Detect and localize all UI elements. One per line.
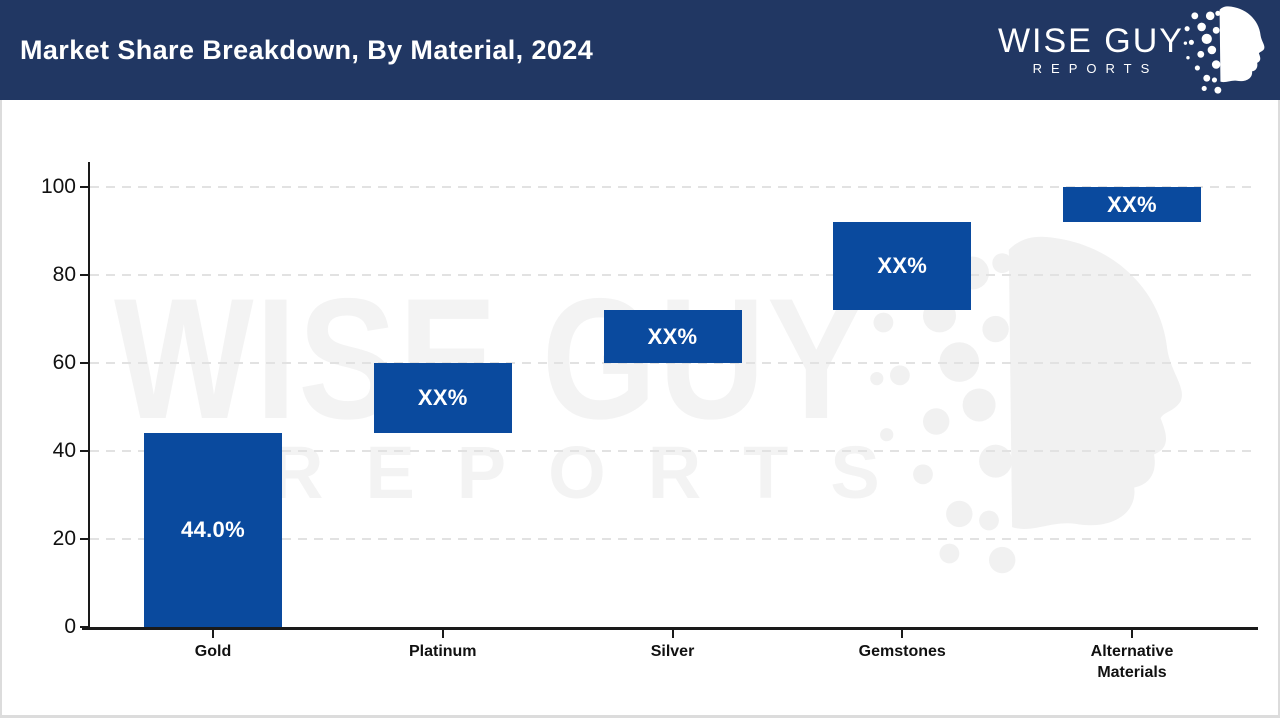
y-tick-label: 40 — [52, 439, 76, 462]
x-tick-label: Silver — [650, 643, 695, 660]
x-tick-label: Alternative Materials — [1090, 643, 1174, 681]
x-tick-label: Gemstones — [858, 643, 946, 660]
chart-card: WISE GUY REPORTS 0 20 40 60 80 100 44.0% Gold XX… — [0, 100, 1280, 718]
y-tick-mark — [80, 538, 90, 540]
logo-wordmark: WISE GUY REPORTS — [998, 24, 1184, 76]
y-tick-label: 0 — [64, 615, 76, 638]
waterfall-chart: 0 20 40 60 80 100 44.0% Gold XX% Platinum XX% Silve… — [2, 100, 1278, 715]
bar: XX% — [833, 222, 972, 311]
wiseguy-logo: WISE GUY REPORTS — [998, 3, 1266, 97]
bar: XX% — [603, 310, 742, 363]
x-axis — [82, 627, 1258, 630]
x-tick-mark — [212, 630, 214, 638]
x-tick-label: Platinum — [408, 643, 477, 660]
bar: XX% — [373, 363, 512, 434]
gridline — [90, 362, 1258, 364]
logo-subtitle-text: REPORTS — [1032, 61, 1159, 76]
gridline — [90, 450, 1258, 452]
y-tick-mark — [80, 274, 90, 276]
x-tick-label: Gold — [194, 643, 232, 660]
gridline — [90, 274, 1258, 276]
y-tick-mark — [80, 186, 90, 188]
y-tick-label: 60 — [52, 351, 76, 374]
gridline — [90, 538, 1258, 540]
bar-value-label: XX% — [877, 253, 928, 279]
y-tick-label: 80 — [52, 263, 76, 286]
bar-value-label: XX% — [647, 323, 698, 349]
logo-title-text: WISE GUY — [997, 22, 1184, 60]
x-tick-mark — [441, 630, 444, 638]
y-tick-label: 20 — [52, 527, 76, 550]
bar-value-label: XX% — [417, 385, 468, 411]
y-tick-mark — [80, 450, 90, 452]
wiseguy-face-icon — [1180, 3, 1266, 97]
y-tick-label: 100 — [40, 175, 76, 198]
page-title: Market Share Breakdown, By Material, 202… — [20, 34, 594, 65]
gridline — [90, 186, 1258, 188]
header: Market Share Breakdown, By Material, 202… — [0, 0, 1280, 100]
x-tick-mark — [671, 630, 674, 638]
bar: XX% — [1063, 187, 1201, 223]
x-tick-mark — [901, 630, 904, 638]
y-tick-mark — [80, 362, 90, 364]
x-tick-mark — [1131, 630, 1133, 638]
bar-value-label: 44.0% — [181, 517, 245, 543]
y-axis — [88, 162, 90, 630]
bar-value-label: XX% — [1107, 191, 1157, 217]
bar: 44.0% — [144, 433, 282, 627]
